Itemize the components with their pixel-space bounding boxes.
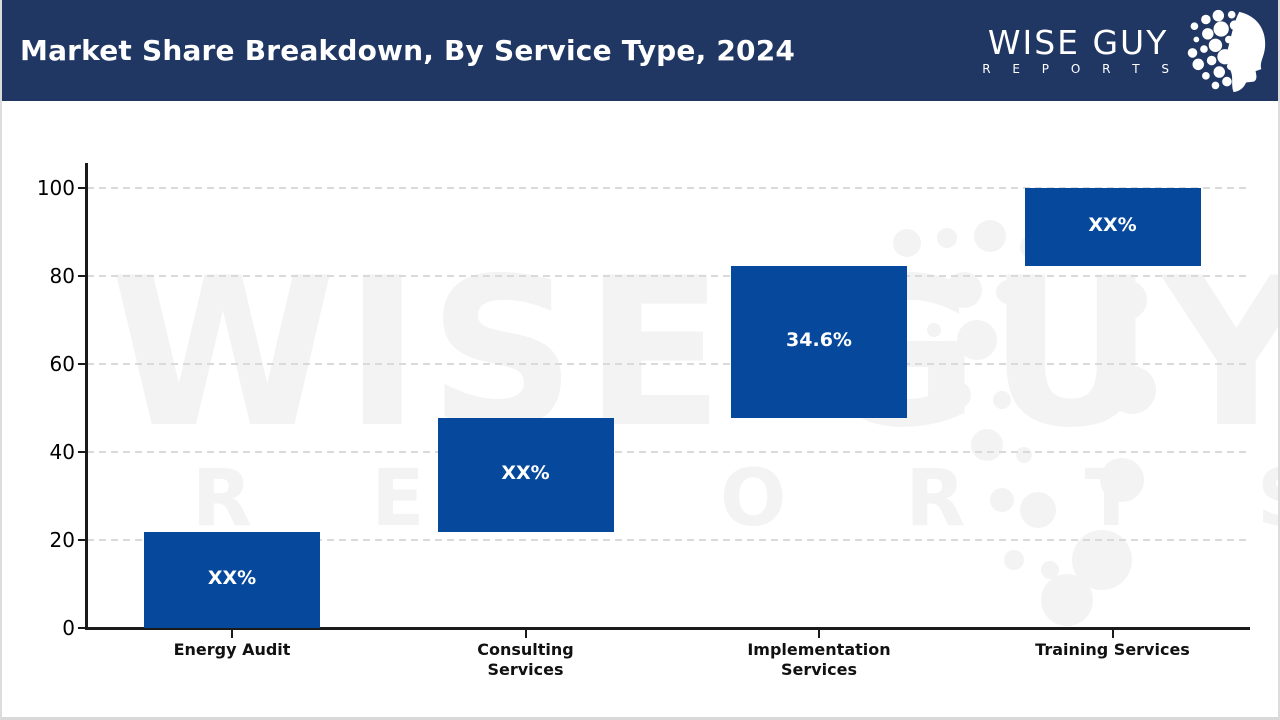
x-axis-tick [524,630,527,638]
y-tick-label: 100 [36,176,75,200]
bar-segment: XX% [1024,188,1201,266]
y-tick-label: 80 [49,264,75,288]
logo-wordmark: WISE GUY [987,22,1169,62]
x-category-label: Consulting Services [477,640,574,679]
watermark-wordmark: WISE GUY [110,235,1280,473]
watermark-dot [996,280,1020,304]
gridline [87,275,1250,277]
y-axis-tick [78,627,86,629]
bar-segment: XX% [437,418,614,533]
y-axis-tick [78,275,86,277]
bar-value-label: XX% [501,462,550,485]
x-category-label: Training Services [1035,640,1190,659]
y-axis-tick [78,451,86,453]
x-category-label: Energy Audit [173,640,291,659]
watermark-subtext: R E P O R T S [192,454,1280,544]
bar-segment: XX% [144,532,320,628]
y-axis-tick [78,363,86,365]
x-axis-tick [231,630,233,638]
watermark-dot [974,220,1006,252]
watermark-dot [1100,458,1144,502]
page-title: Market Share Breakdown, By Service Type,… [20,34,796,67]
y-tick-label: 40 [49,440,75,464]
y-axis-tick [78,187,86,189]
logo-face-icon [1187,9,1266,92]
watermark-dot [1108,366,1156,414]
header: Market Share Breakdown, By Service Type,… [2,0,1278,101]
x-category-label: Implementation Services [747,640,891,679]
y-axis-line [85,163,88,630]
gridline [87,363,1250,365]
watermark-dot [943,381,971,409]
watermark-dot [993,391,1011,409]
watermark-dot [1016,447,1032,463]
watermark-dot [990,488,1014,512]
gridline [87,187,1250,189]
watermark-dot [1004,550,1024,570]
y-tick-label: 60 [49,352,75,376]
watermark-dot [1041,561,1059,579]
gridline [87,451,1250,453]
logo-subtext: R E P O R T S [982,61,1178,76]
x-axis-line [85,627,1250,630]
bar-segment: 34.6% [731,265,907,419]
gridline [87,539,1250,541]
y-axis-tick [78,539,86,541]
watermark-dot [927,323,941,337]
watermark-dot [893,229,921,257]
bar-value-label: XX% [1088,213,1137,236]
bar-value-label: 34.6% [786,328,852,351]
y-tick-label: 0 [62,616,75,640]
brand-logo: WISE GUY R E P O R T S [978,8,1268,94]
bar-value-label: XX% [207,567,257,590]
watermark-dot [937,228,957,248]
x-axis-tick [818,630,820,638]
watermark-dot [913,276,931,294]
watermark-dot [1020,492,1056,528]
x-axis-tick [1111,630,1114,638]
brand-logo-text: WISE GUY R E P O R T S [978,26,1178,76]
watermark-dot [971,429,1003,461]
watermark-dot [946,272,982,308]
watermark-dot [957,320,997,360]
watermark-dot [1008,335,1028,355]
watermark-dot [1107,280,1147,320]
y-tick-label: 20 [49,528,75,552]
